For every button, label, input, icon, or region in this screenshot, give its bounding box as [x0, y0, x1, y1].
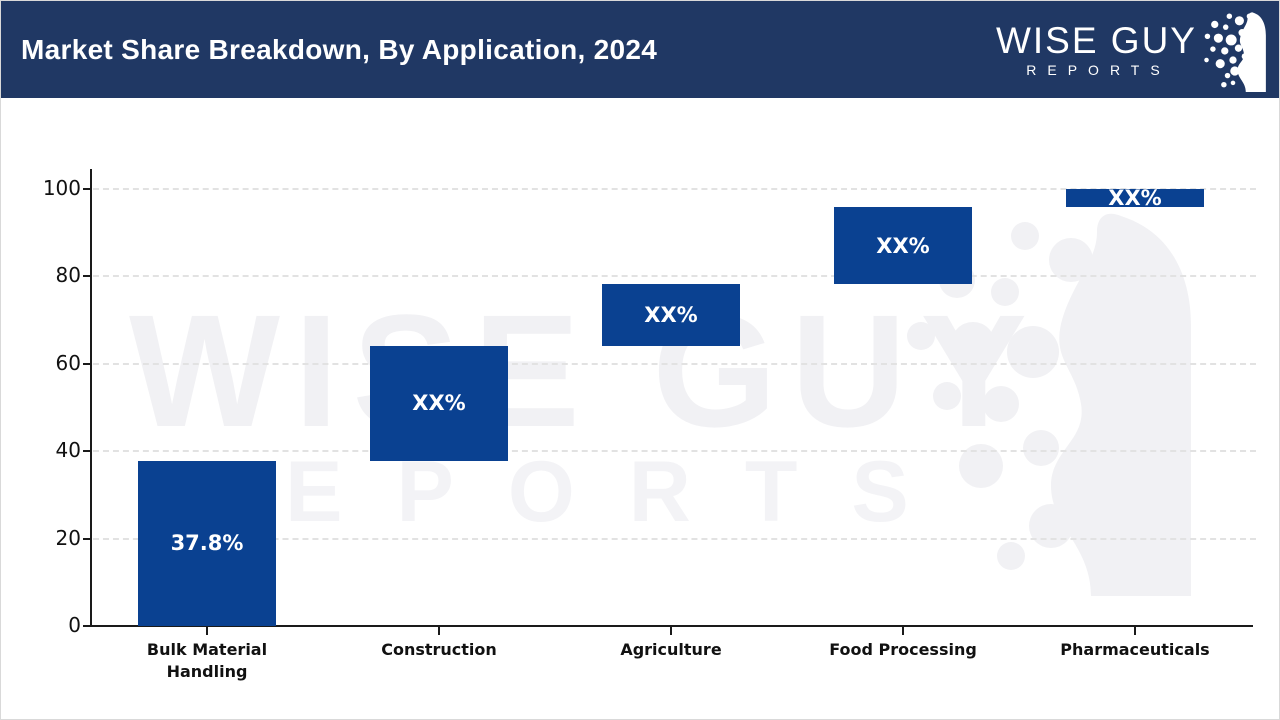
ytick-label: 100 — [42, 175, 81, 200]
watermark-head — [907, 213, 1191, 596]
x-axis-line — [89, 625, 1253, 627]
ytick-mark — [83, 450, 91, 452]
bar: XX% — [834, 207, 972, 284]
watermark-line1: WISE GUY — [129, 281, 1042, 460]
chart-area: 0 20 40 60 80 100 37.8% Bulk Material Handling X… — [1, 98, 1279, 719]
logo-wordmark: WISE GUY — [995, 19, 1197, 61]
category-label: Food Processing — [829, 640, 977, 659]
bar: 37.8% — [138, 460, 276, 626]
bar: XX% — [370, 346, 508, 461]
gridline — [93, 187, 1256, 190]
ytick-mark — [83, 362, 91, 365]
ytick-label: 60 — [55, 350, 81, 375]
xtick-mark — [1134, 627, 1136, 635]
logo-text: WISE GUY REPORTS — [995, 19, 1197, 78]
gridline — [93, 537, 1256, 540]
ytick-mark — [83, 275, 91, 277]
xtick-mark — [670, 627, 672, 635]
category-label: Pharmaceuticals — [1060, 640, 1210, 659]
gridline — [93, 275, 1256, 277]
wiseguy-logo: WISE GUY REPORTS — [996, 8, 1267, 92]
xtick-mark — [206, 627, 208, 635]
ytick-label: 20 — [55, 525, 81, 550]
xtick-mark — [438, 627, 440, 635]
bar-value-label: XX% — [876, 233, 930, 258]
chart-title: Market Share Breakdown, By Application, … — [21, 33, 658, 65]
xtick-mark — [902, 627, 904, 635]
gridline — [93, 450, 1256, 452]
ytick-label: 80 — [55, 263, 81, 287]
gridline — [93, 362, 1256, 365]
logo-subtext: REPORTS — [1026, 61, 1171, 78]
header-bar: Market Share Breakdown, By Application, … — [1, 1, 1279, 98]
bar-value-label: XX% — [644, 302, 698, 327]
bar-value-label: 37.8% — [170, 531, 244, 556]
category-label: Agriculture — [620, 640, 722, 659]
ytick-label: 0 — [68, 613, 81, 637]
wiseguy-head-icon — [1204, 11, 1266, 92]
bar: XX% — [602, 283, 740, 346]
y-axis-line — [90, 169, 92, 627]
ytick-label: 40 — [55, 438, 81, 462]
watermark-line2: REPORTS — [169, 444, 963, 540]
category-label: Bulk Material Handling — [146, 640, 268, 681]
ytick-mark — [83, 187, 91, 190]
bar-value-label: XX% — [412, 391, 466, 416]
bar-value-label: XX% — [1108, 185, 1162, 210]
category-label: Construction — [381, 640, 497, 659]
bar: XX% — [1066, 185, 1204, 210]
ytick-mark — [83, 537, 91, 540]
ytick-mark — [83, 625, 91, 627]
